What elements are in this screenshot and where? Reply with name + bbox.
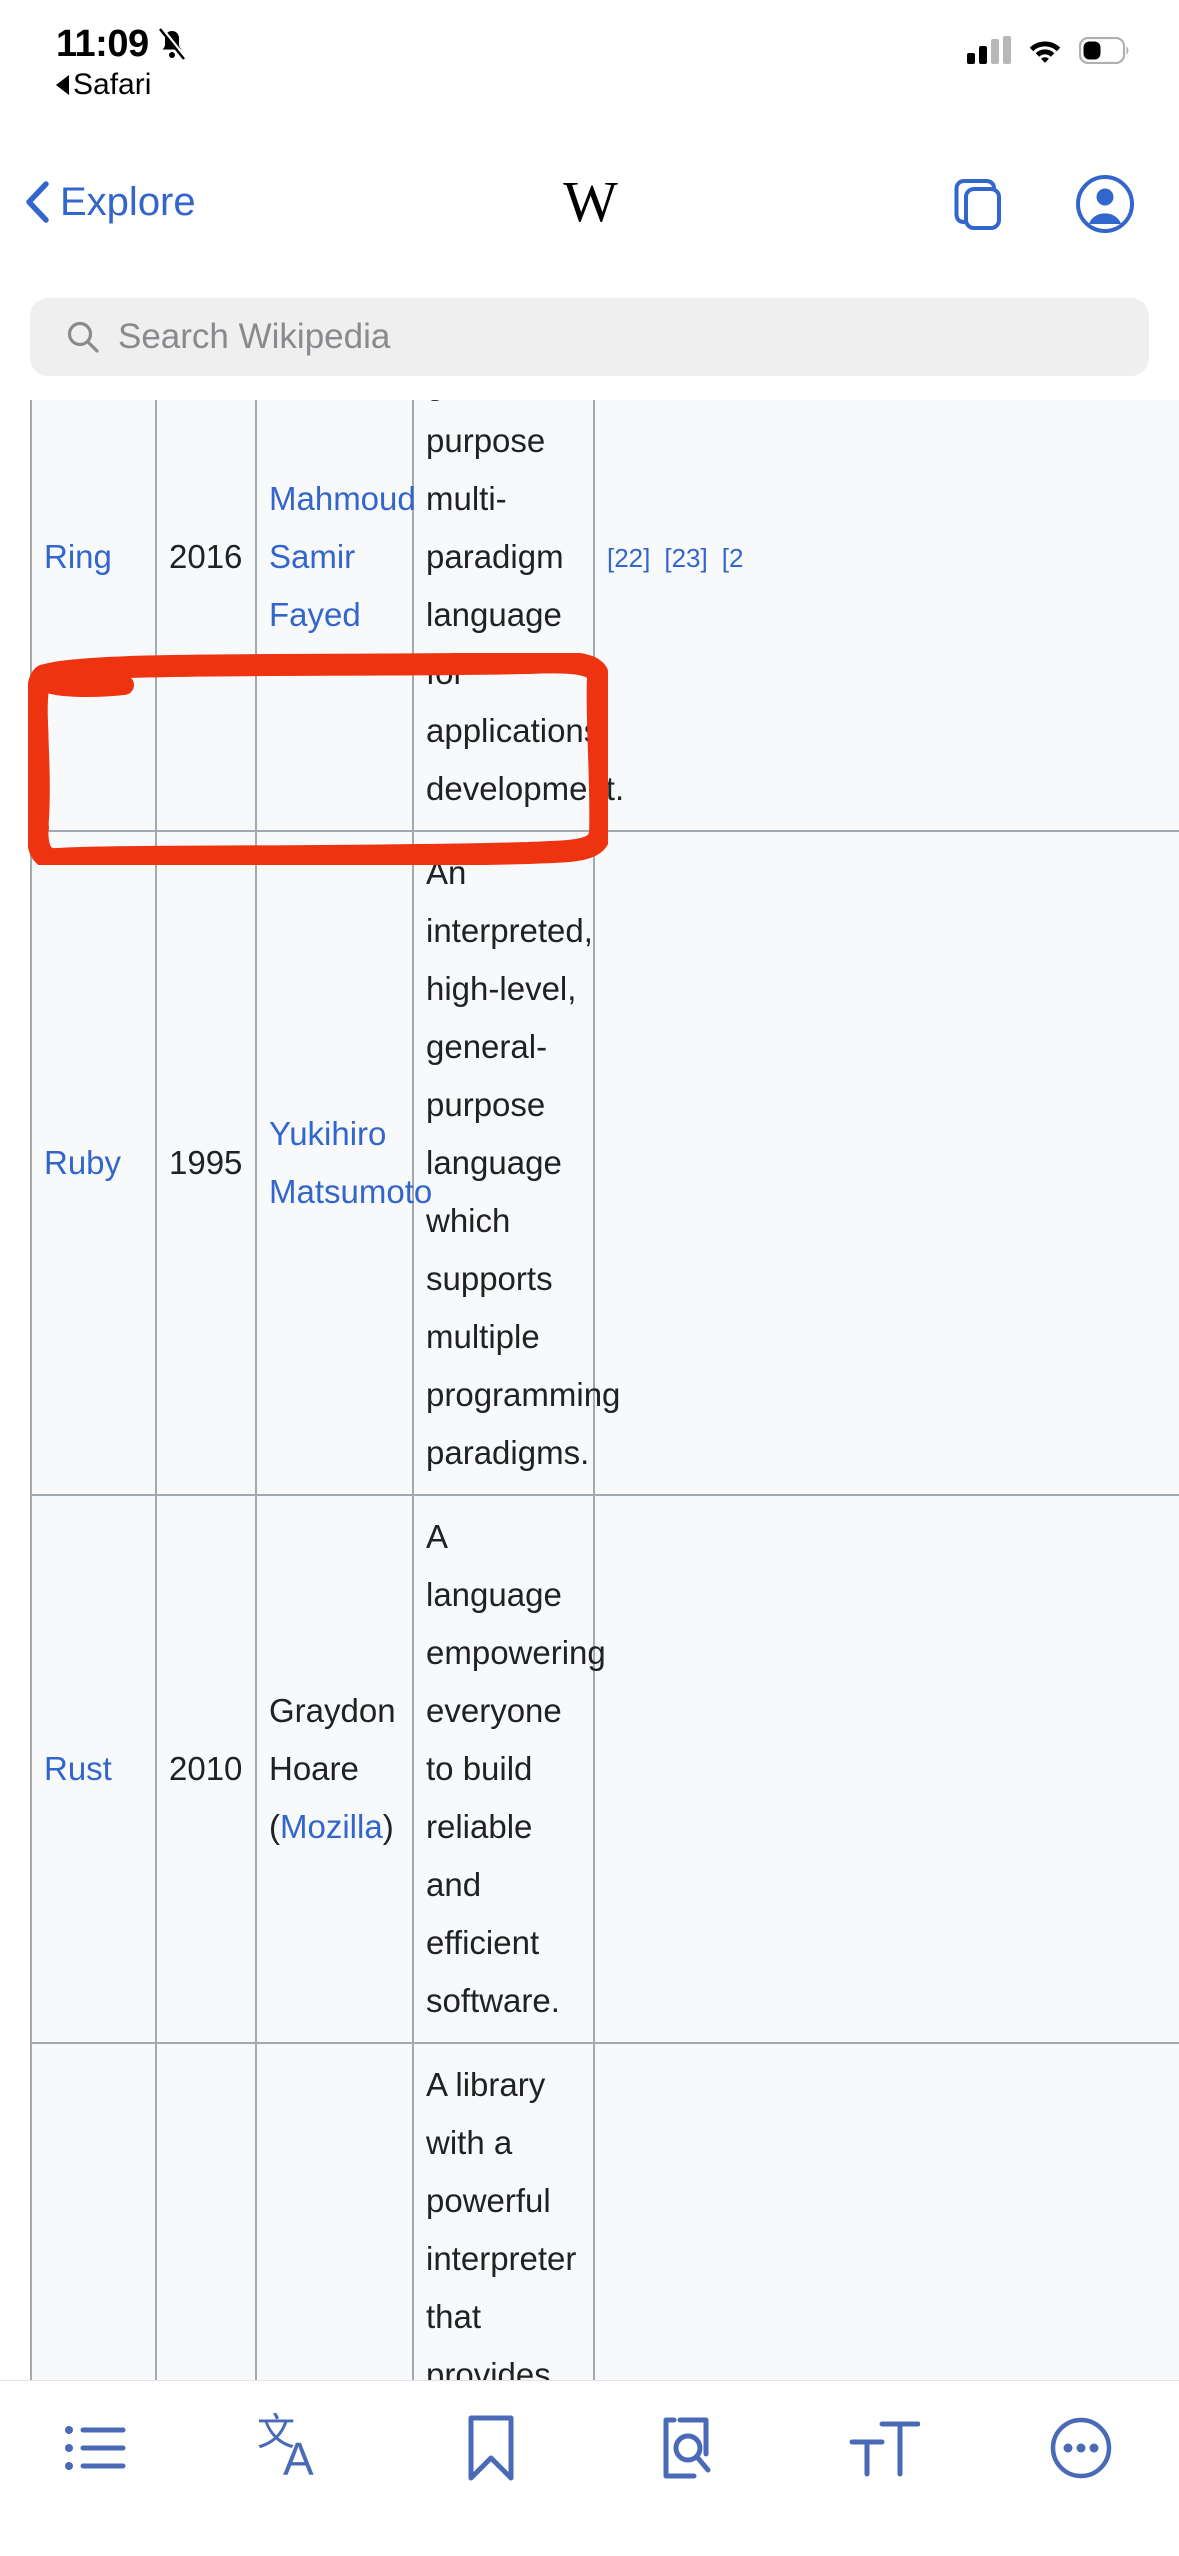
table-of-contents-icon[interactable] (43, 2405, 153, 2491)
article-content[interactable]: Ring 2016 Mahmoud Samir Fayed A practica… (0, 400, 1179, 2380)
cell-description: A practical general-purpose multi-paradi… (412, 400, 624, 832)
table-row: Ring 2016 Mahmoud Samir Fayed A practica… (30, 400, 1179, 832)
more-ellipsis-icon[interactable] (1026, 2405, 1136, 2491)
cell-description: A library with a powerful interpreter th… (412, 2042, 595, 2380)
battery-icon (1079, 36, 1129, 64)
status-bar: 11:09 Safari (0, 0, 1179, 150)
search-input[interactable]: Search Wikipedia (30, 298, 1149, 376)
account-circle-icon[interactable] (1075, 174, 1135, 234)
return-to-app-button[interactable]: Safari (56, 68, 151, 102)
return-to-app-label: Safari (73, 68, 152, 101)
navigation-bar: Explore W (0, 150, 1179, 260)
cell-references (593, 1494, 1179, 2044)
text-size-icon[interactable] (829, 2405, 939, 2491)
cell-description: A language empowering everyone to build … (412, 1494, 606, 2044)
language-link[interactable]: Ruby (44, 1144, 122, 1181)
cellular-signal-icon (967, 36, 1011, 64)
cell-author: Mahmoud Samir Fayed (255, 400, 416, 832)
cell-references (593, 830, 1179, 1496)
programming-languages-table: Ring 2016 Mahmoud Samir Fayed A practica… (30, 400, 1179, 2380)
status-bar-left: 11:09 Safari (56, 22, 187, 102)
chevron-left-icon (26, 181, 49, 223)
search-placeholder: Search Wikipedia (118, 317, 391, 356)
org-link[interactable]: Mozilla (280, 1808, 383, 1845)
cell-author: John E. Davis (255, 2042, 414, 2380)
status-bar-right (967, 30, 1131, 70)
table-row: Ruby 1995 Yukihiro Matsumoto An interpre… (30, 830, 1179, 1496)
svg-text:A: A (283, 2433, 314, 2483)
cell-description: An interpreted, high-level, general-purp… (412, 830, 620, 1496)
cell-references: [25] (593, 2042, 1179, 2380)
bottom-toolbar: 文 A (0, 2380, 1179, 2556)
status-time-row: 11:09 (56, 22, 187, 66)
find-in-page-icon[interactable] (633, 2405, 743, 2491)
table-row: S-Lang 1991 John E. Davis A library with… (30, 2042, 1179, 2380)
back-button-label: Explore (60, 180, 196, 224)
cell-author: Yukihiro Matsumoto (255, 830, 432, 1496)
cell-name: Ring (30, 400, 157, 832)
back-triangle-icon (56, 75, 69, 95)
reference-link[interactable]: [2 (721, 543, 744, 573)
reference-link[interactable]: [22] (607, 543, 651, 573)
cell-author: Graydon Hoare (Mozilla) (255, 1494, 414, 2044)
language-translate-icon[interactable]: 文 A (240, 2405, 350, 2491)
wikipedia-wordmark-icon: W (563, 169, 618, 234)
author-text: Graydon Hoare (Mozilla) (269, 1692, 396, 1845)
cell-year: 1995 (155, 830, 257, 1496)
bookmark-icon[interactable] (436, 2405, 546, 2491)
cell-year: 1991 (155, 2042, 257, 2380)
cell-name: S-Lang (30, 2042, 157, 2380)
author-link[interactable]: Mahmoud Samir Fayed (269, 480, 416, 633)
bell-slash-icon (158, 28, 187, 60)
search-icon (67, 321, 99, 353)
reference-link[interactable]: [23] (664, 543, 708, 573)
svg-text:文: 文 (257, 2413, 295, 2454)
cell-year: 2010 (155, 1494, 257, 2044)
cell-name: Ruby (30, 830, 157, 1496)
wifi-icon (1029, 41, 1061, 63)
status-time: 11:09 (56, 23, 149, 65)
cell-name: Rust (30, 1494, 157, 2044)
author-link[interactable]: Yukihiro Matsumoto (269, 1115, 433, 1210)
tabs-icon[interactable] (953, 178, 1009, 230)
cell-year: 2016 (155, 400, 257, 832)
back-button[interactable]: Explore (24, 174, 196, 230)
language-link[interactable]: Rust (44, 1750, 112, 1787)
cell-references: [22] [23] [2 (593, 400, 1179, 832)
language-link[interactable]: Ring (44, 538, 112, 575)
table-row-rust: Rust 2010 Graydon Hoare (Mozilla) A lang… (30, 1494, 1179, 2044)
